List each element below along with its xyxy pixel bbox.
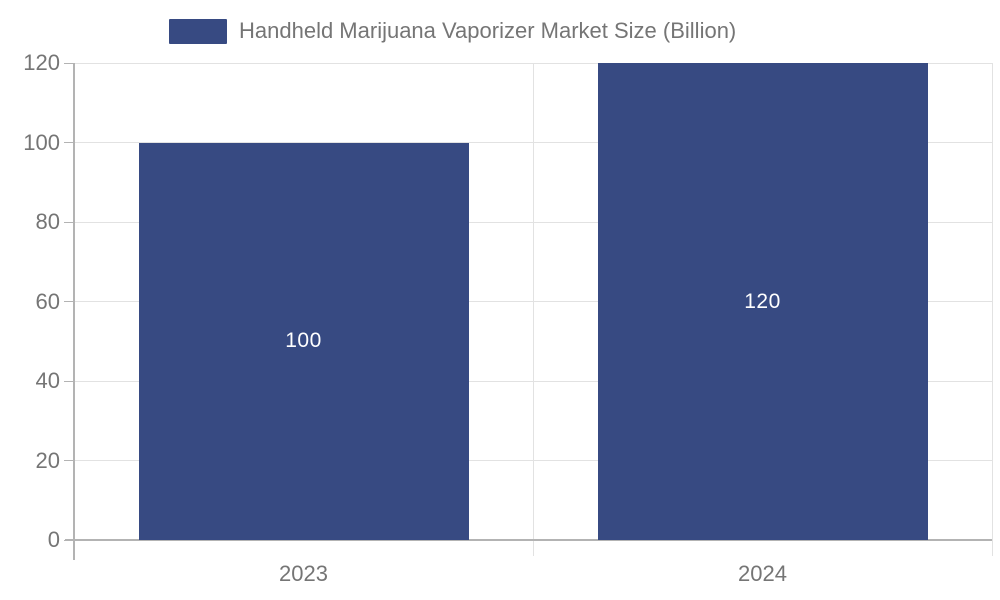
y-axis-tick bbox=[64, 301, 73, 302]
y-axis-line bbox=[73, 63, 75, 560]
y-axis-tick-label: 20 bbox=[35, 447, 60, 473]
x-axis-line bbox=[65, 539, 992, 541]
y-axis-tick bbox=[64, 380, 73, 382]
legend-label: Handheld Marijuana Vaporizer Market Size… bbox=[239, 18, 737, 43]
y-axis-tick-label: 100 bbox=[23, 129, 60, 155]
legend-swatch bbox=[169, 18, 227, 44]
y-axis-tick bbox=[64, 142, 73, 143]
x-axis-tick-label: 2024 bbox=[738, 561, 787, 586]
y-axis-tick-label: 120 bbox=[23, 50, 60, 75]
bar[interactable]: 100 bbox=[138, 142, 469, 540]
bar-value-label: 120 bbox=[744, 289, 781, 313]
y-axis-tick bbox=[64, 62, 73, 64]
plot-area: 100 120 bbox=[64, 62, 993, 560]
y-axis-tick-label: 60 bbox=[35, 288, 60, 314]
y-axis-tick bbox=[64, 460, 73, 461]
x-gridline bbox=[991, 63, 993, 540]
legend-item[interactable]: Handheld Marijuana Vaporizer Market Size… bbox=[169, 14, 736, 48]
y-axis-tick-label: 0 bbox=[47, 527, 60, 552]
x-gridline bbox=[532, 63, 534, 540]
y-axis-tick-label: 80 bbox=[35, 209, 60, 234]
x-axis-tick-label: 2023 bbox=[279, 561, 328, 586]
y-axis-tick-label: 40 bbox=[35, 368, 60, 393]
x-axis-tick bbox=[991, 540, 993, 556]
bar-value-label: 100 bbox=[285, 329, 322, 353]
x-axis-tick bbox=[532, 540, 534, 556]
bar[interactable]: 120 bbox=[597, 63, 928, 540]
y-axis-tick bbox=[64, 221, 73, 223]
